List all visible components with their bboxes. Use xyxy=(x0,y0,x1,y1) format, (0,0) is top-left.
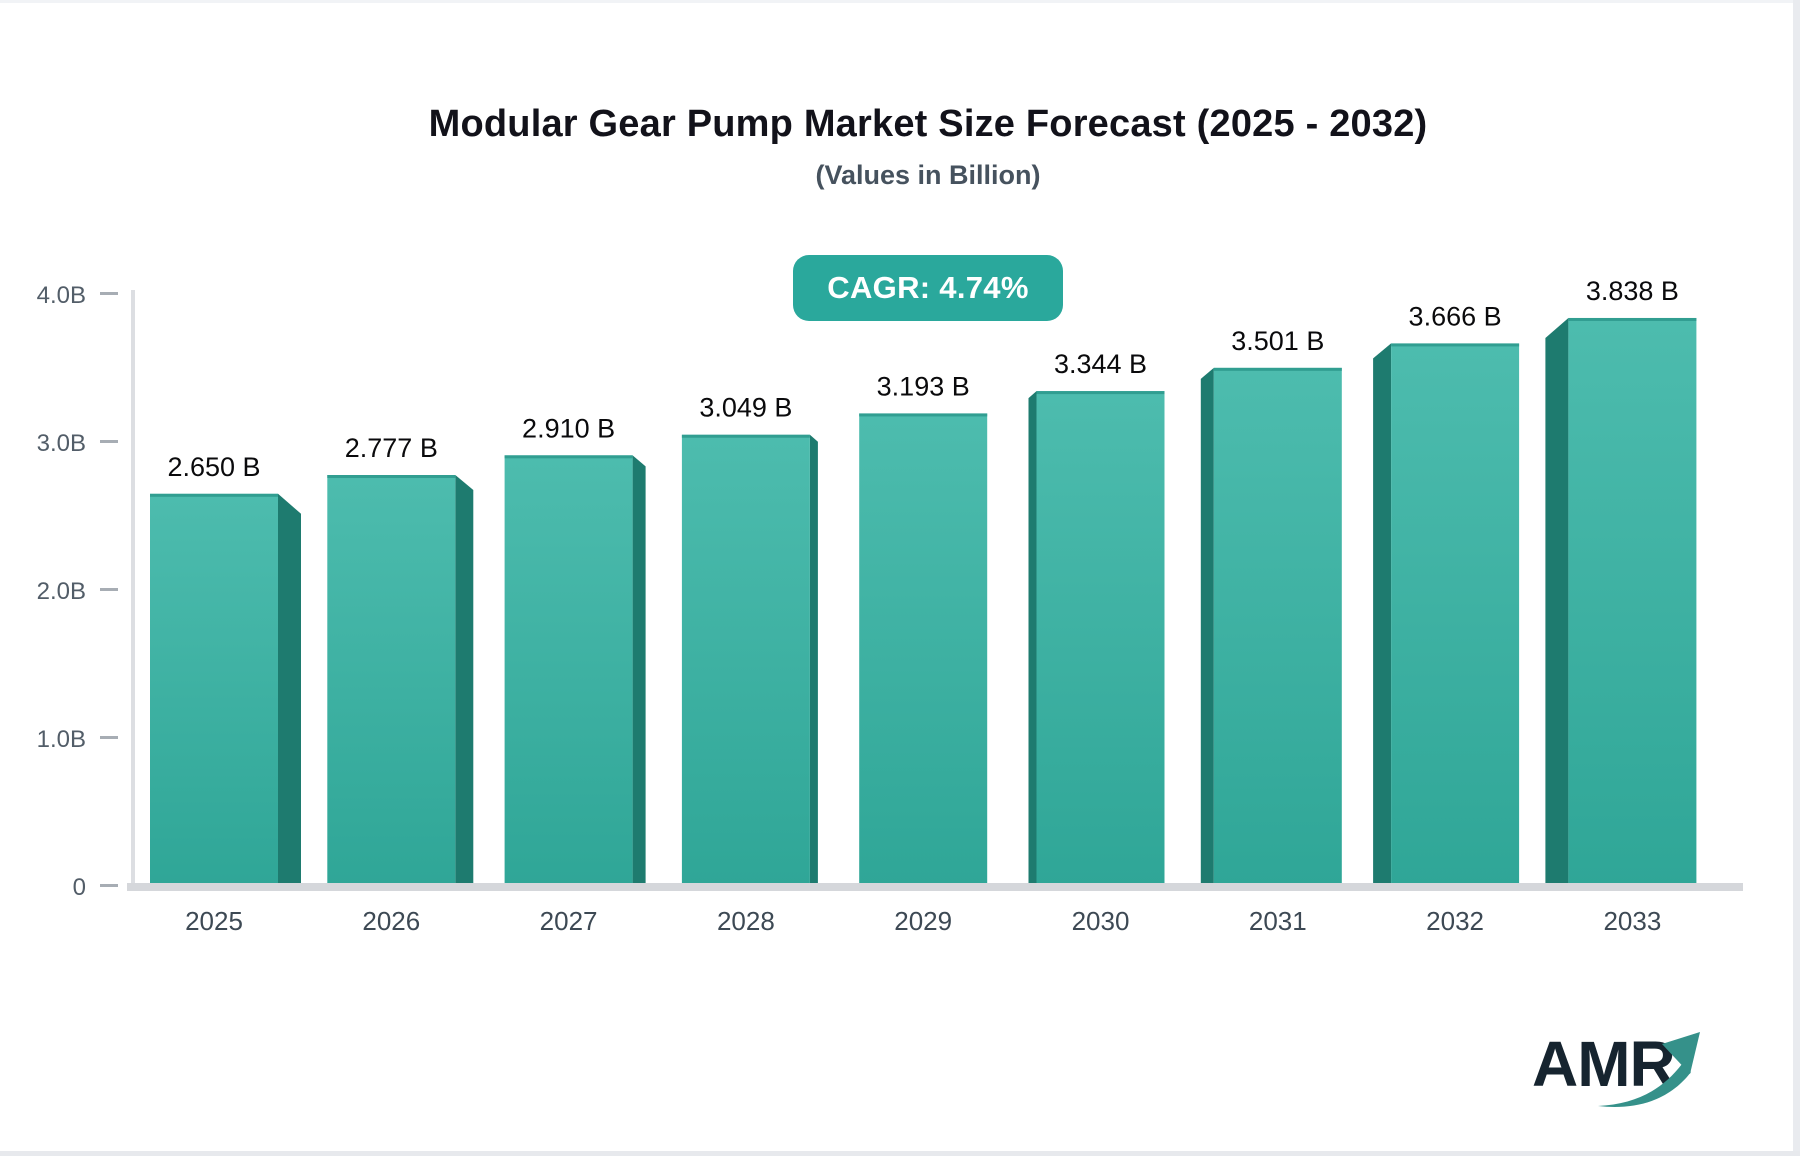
bar-value-label: 2.910 B xyxy=(522,413,615,443)
x-axis-label: 2029 xyxy=(894,906,952,936)
bar-side-face xyxy=(1373,343,1392,886)
bar-value-label: 3.838 B xyxy=(1586,276,1679,306)
bar-value-label: 2.777 B xyxy=(345,433,438,463)
bar-value-label: 3.501 B xyxy=(1231,326,1324,356)
bar-face xyxy=(504,455,633,886)
x-axis-label: 2025 xyxy=(185,906,243,936)
y-tick-label: 0 xyxy=(73,874,86,901)
bar-face xyxy=(1213,367,1342,886)
bar-side-face xyxy=(809,434,818,886)
bar-side-face xyxy=(455,475,474,886)
brand-logo-text: AMR xyxy=(1532,1028,1676,1100)
bar-group-2029: 3.193 B 2029 xyxy=(859,371,988,936)
y-tick-label: 2.0B xyxy=(37,578,86,605)
bar-face xyxy=(1036,391,1165,886)
bar-top-edge xyxy=(681,434,810,438)
x-axis-label: 2032 xyxy=(1426,906,1484,936)
bar-value-label: 3.666 B xyxy=(1409,301,1502,331)
page-border-top xyxy=(0,0,1800,3)
page-border-bottom xyxy=(0,1151,1800,1156)
growth-arrow-swoosh xyxy=(1598,1064,1691,1107)
bar-group-2027: 2.910 B 2027 xyxy=(504,413,646,936)
page-border-right xyxy=(1793,0,1800,1156)
y-tick-label: 4.0B xyxy=(37,282,86,309)
bar-side-face xyxy=(1200,367,1214,886)
x-axis-label: 2030 xyxy=(1072,906,1130,936)
bar-top-edge xyxy=(859,413,988,417)
bar-top-edge xyxy=(504,455,633,459)
bar-group-2033: 3.838 B 2033 xyxy=(1545,276,1697,936)
bar-group-2025: 2.650 B 2025 xyxy=(150,452,301,936)
bar-group-2030: 3.344 B 2030 xyxy=(1028,349,1165,936)
y-tick-dash xyxy=(100,440,118,443)
bar-side-face xyxy=(1028,391,1037,886)
bar-group-2026: 2.777 B 2026 xyxy=(327,433,474,936)
y-tick-dash xyxy=(100,736,118,739)
bar-top-edge xyxy=(1036,391,1165,395)
x-axis-label: 2028 xyxy=(717,906,775,936)
bar-face xyxy=(681,434,810,886)
bar-face xyxy=(859,413,988,886)
y-axis-line xyxy=(131,290,135,886)
bar-value-label: 3.049 B xyxy=(699,393,792,423)
bar-face xyxy=(327,475,456,886)
bar-value-label: 3.193 B xyxy=(877,371,970,401)
x-axis-label: 2031 xyxy=(1249,906,1307,936)
bar-face xyxy=(1568,317,1697,886)
brand-logo: AMR xyxy=(1532,1032,1732,1118)
bar-top-edge xyxy=(1391,343,1520,347)
cagr-badge: CAGR: 4.74% xyxy=(793,255,1063,321)
bar-face xyxy=(1391,343,1520,886)
growth-arrow-icon xyxy=(1598,1032,1700,1107)
bar-top-edge xyxy=(1568,317,1697,321)
y-tick-label: 3.0B xyxy=(37,430,86,457)
growth-arrow-head xyxy=(1662,1032,1700,1074)
y-tick-label: 1.0B xyxy=(37,726,86,753)
x-axis-label: 2027 xyxy=(540,906,598,936)
bar-face xyxy=(150,493,278,886)
y-tick-dash xyxy=(100,884,118,887)
bar-side-face xyxy=(632,455,646,886)
chart-subtitle: (Values in Billion) xyxy=(815,160,1041,190)
bar-top-edge xyxy=(327,475,456,479)
bar-side-face xyxy=(278,493,301,886)
bar-value-label: 2.650 B xyxy=(167,452,260,482)
y-tick-dash xyxy=(100,292,118,295)
bar-group-2028: 3.049 B 2028 xyxy=(681,393,818,936)
y-tick-dash xyxy=(100,588,118,591)
bar-value-label: 3.344 B xyxy=(1054,349,1147,379)
bar-top-edge xyxy=(150,493,278,497)
x-axis-baseline xyxy=(127,883,1743,891)
cagr-badge-label: CAGR: 4.74% xyxy=(827,270,1029,305)
x-axis-label: 2033 xyxy=(1603,906,1661,936)
page-title: Modular Gear Pump Market Size Forecast (… xyxy=(428,103,1428,145)
bar-group-2032: 3.666 B 2032 xyxy=(1373,301,1520,936)
x-axis-label: 2026 xyxy=(362,906,420,936)
bar-side-face xyxy=(1545,317,1569,886)
bar-group-2031: 3.501 B 2031 xyxy=(1200,326,1342,936)
bar-top-edge xyxy=(1213,367,1342,371)
